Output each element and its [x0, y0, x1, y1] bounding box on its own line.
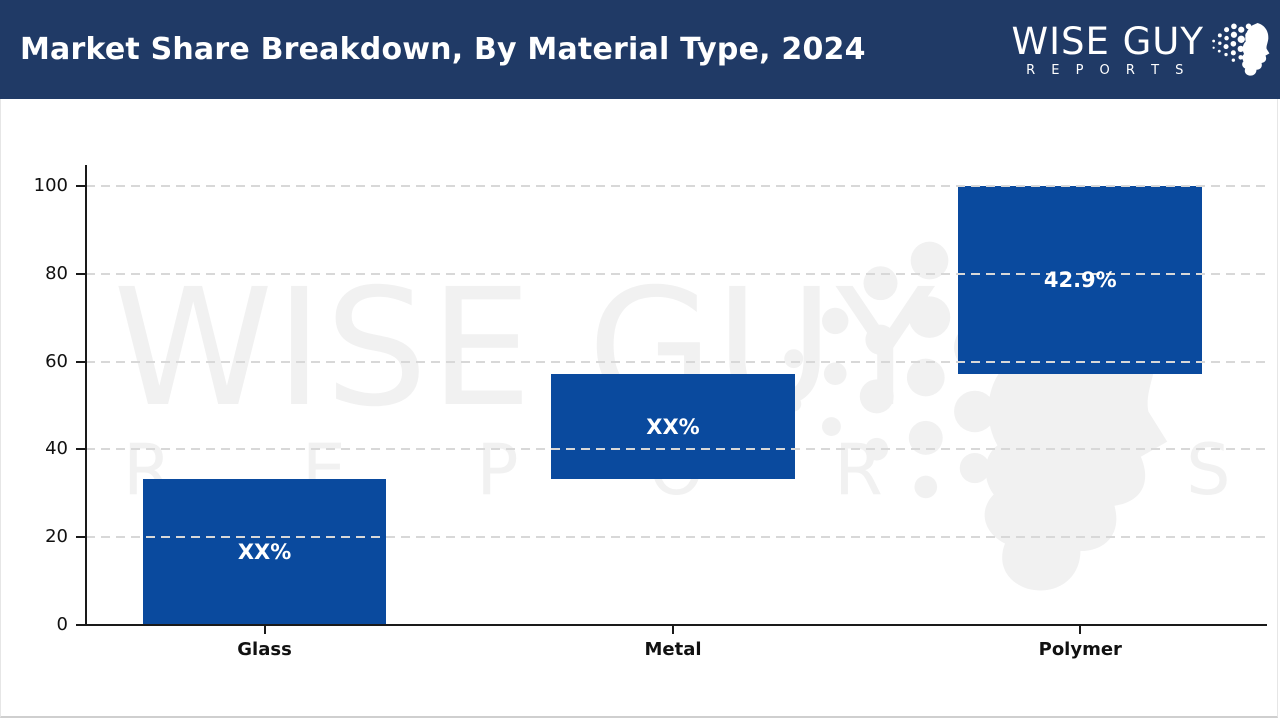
bar-label-metal: XX%: [646, 414, 700, 439]
x-category-label-metal: Metal: [644, 639, 702, 660]
gridline-20: [86, 536, 1267, 539]
x-tick-mark-metal: [672, 625, 674, 634]
y-axis-line: [85, 165, 87, 626]
gridline-40: [86, 448, 1267, 451]
y-tick-label-0: 0: [56, 614, 68, 635]
y-tick-label-80: 80: [45, 262, 68, 284]
logo-text: WISE GUY R E P O R T S: [1012, 23, 1204, 77]
x-tick-mark-glass: [263, 625, 266, 634]
y-tick-mark-100: [76, 185, 85, 187]
bar-metal: [551, 374, 795, 479]
y-tick-label-60: 60: [45, 350, 68, 372]
y-tick-mark-0: [76, 624, 85, 626]
y-tick-mark-60: [76, 360, 85, 363]
plot-area: 0 20 40 60 80 100 XX% Glass XX% Metal 42.9% Polymer: [34, 165, 1267, 660]
x-tick-mark-polymer: [1079, 625, 1082, 634]
y-tick-label-40: 40: [45, 438, 68, 460]
wise-guy-logo: WISE GUY R E P O R T S: [1012, 6, 1270, 94]
logo-brand-subtitle: R E P O R T S: [1026, 63, 1190, 78]
bar-label-polymer: 42.9%: [1043, 268, 1117, 293]
page-title: Market Share Breakdown, By Material Type…: [20, 32, 866, 67]
gridline-80: [86, 272, 1267, 275]
y-tick-mark-80: [76, 272, 85, 275]
gridline-60: [86, 360, 1267, 363]
y-tick-mark-20: [76, 536, 85, 539]
x-category-label-glass: Glass: [237, 639, 292, 660]
x-category-label-polymer: Polymer: [1038, 639, 1122, 660]
y-tick-mark-40: [76, 448, 85, 451]
bar-glass: [142, 478, 387, 625]
y-tick-label-100: 100: [33, 175, 68, 196]
header-bar: Market Share Breakdown, By Material Type…: [0, 0, 1280, 99]
bar-label-glass: XX%: [237, 539, 292, 564]
y-tick-label-20: 20: [45, 526, 68, 548]
x-axis-line: [85, 624, 1267, 626]
wise-guy-face-icon: [1208, 9, 1270, 91]
gridline-100: [86, 185, 1267, 187]
logo-brand-name: WISE GUY: [1011, 20, 1204, 63]
